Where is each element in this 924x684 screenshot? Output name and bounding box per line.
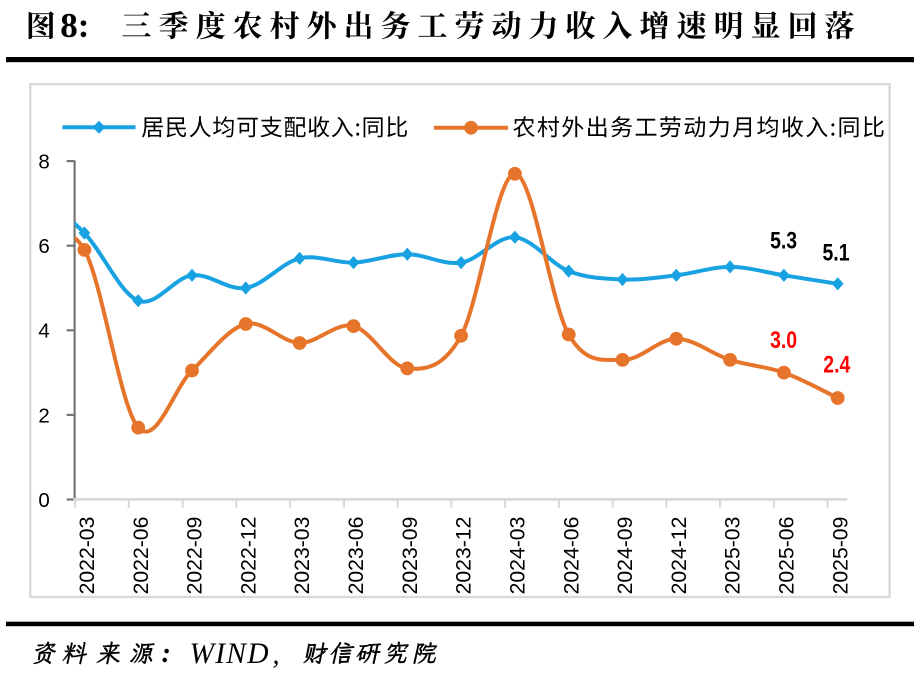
svg-text:2023-06: 2023-06 bbox=[345, 517, 368, 595]
svg-text:2024-03: 2024-03 bbox=[507, 517, 530, 595]
svg-text:2022-12: 2022-12 bbox=[237, 517, 260, 595]
svg-text:4: 4 bbox=[38, 320, 49, 343]
svg-text:8:: 8: bbox=[60, 6, 89, 45]
svg-text:5.1: 5.1 bbox=[823, 239, 850, 266]
svg-text:2025-09: 2025-09 bbox=[829, 517, 852, 595]
svg-text:2022-06: 2022-06 bbox=[130, 517, 153, 595]
svg-text:2022-09: 2022-09 bbox=[184, 517, 207, 595]
svg-text:6: 6 bbox=[38, 235, 49, 258]
svg-text:2025-03: 2025-03 bbox=[722, 517, 745, 595]
svg-text:2023-03: 2023-03 bbox=[291, 517, 314, 595]
svg-text:8: 8 bbox=[38, 151, 49, 174]
svg-text:2.4: 2.4 bbox=[823, 351, 850, 378]
svg-text:WIND: WIND bbox=[190, 638, 269, 670]
svg-text:2: 2 bbox=[38, 404, 49, 427]
svg-text:2022-03: 2022-03 bbox=[76, 517, 99, 595]
svg-text:0: 0 bbox=[38, 489, 49, 512]
svg-text:2024-09: 2024-09 bbox=[614, 517, 637, 595]
svg-text:2025-06: 2025-06 bbox=[776, 517, 799, 595]
svg-text:2023-09: 2023-09 bbox=[399, 517, 422, 595]
svg-text:2024-06: 2024-06 bbox=[560, 517, 583, 595]
svg-text:3.0: 3.0 bbox=[770, 327, 797, 354]
svg-text:2024-12: 2024-12 bbox=[668, 517, 691, 595]
svg-text:,: , bbox=[273, 640, 280, 671]
svg-text:2023-12: 2023-12 bbox=[453, 517, 476, 595]
svg-text:5.3: 5.3 bbox=[770, 227, 797, 254]
svg-text::: : bbox=[162, 638, 171, 669]
